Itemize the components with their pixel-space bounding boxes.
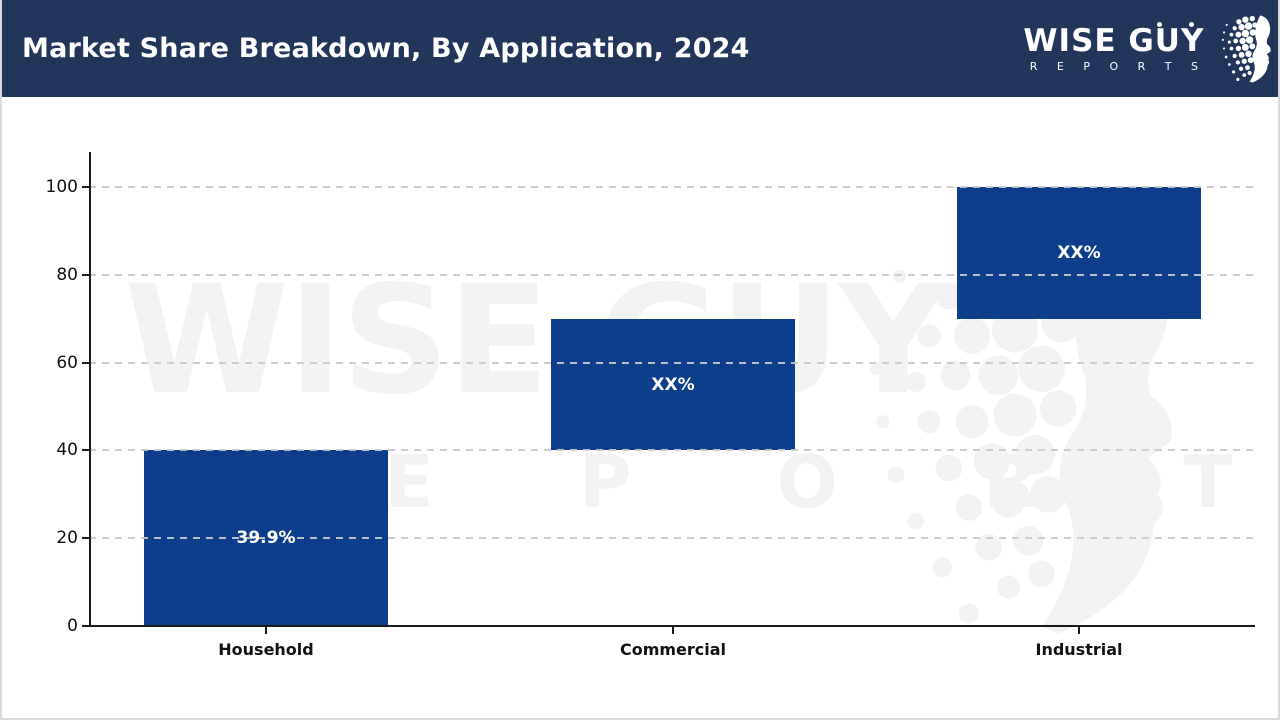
y-tick-20 [82,537,89,540]
logo-subtext: R E P O R T S [1029,60,1206,73]
chart-title: Market Share Breakdown, By Application, … [22,33,750,64]
wiseguy-logo: WISE GUY R E P O R T S [1022,6,1272,92]
bar-value-label-commercial: XX% [651,374,695,395]
bar-commercial [551,318,795,451]
bar-industrial [957,187,1201,319]
y-tick-label-100: 100 [45,177,78,197]
y-tick-80 [82,273,89,276]
y-tick-label-20: 20 [56,528,78,549]
x-tick-household [265,626,267,634]
logo-dot-accent [1157,22,1162,27]
y-tick-label-80: 80 [56,264,78,285]
bar-value-label-industrial: XX% [1057,242,1101,263]
y-tick-0 [82,625,89,627]
gridline-y-40 [89,449,1255,452]
x-tick-industrial [1078,626,1080,634]
x-tick-commercial [672,626,674,634]
dotted-face-icon [1221,15,1271,83]
gridline-y-100 [89,186,1255,188]
y-tick-label-0: 0 [67,616,78,636]
bar-value-label-household: 39.9% [236,528,296,549]
logo-dot-accent [1189,22,1194,27]
logo-wordmark: WISE GUY [1023,23,1205,59]
y-tick-100 [82,186,89,188]
gridline-y-20 [89,537,1255,540]
y-axis-line [89,152,91,627]
x-category-label-commercial: Commercial [619,640,727,659]
header-band: Market Share Breakdown, By Application, … [2,0,1278,97]
x-category-label-industrial: Industrial [1035,640,1123,659]
y-tick-label-40: 40 [56,440,78,461]
y-tick-40 [82,449,89,452]
gridline-y-60 [89,361,1255,364]
x-axis-line [89,625,1255,627]
gridline-y-80 [89,273,1255,276]
y-tick-60 [82,361,89,364]
wiseguy-logo-text: WISE GUY R E P O R T S [1022,22,1206,73]
y-tick-label-60: 60 [56,352,78,373]
x-category-label-household: Household [218,640,314,659]
